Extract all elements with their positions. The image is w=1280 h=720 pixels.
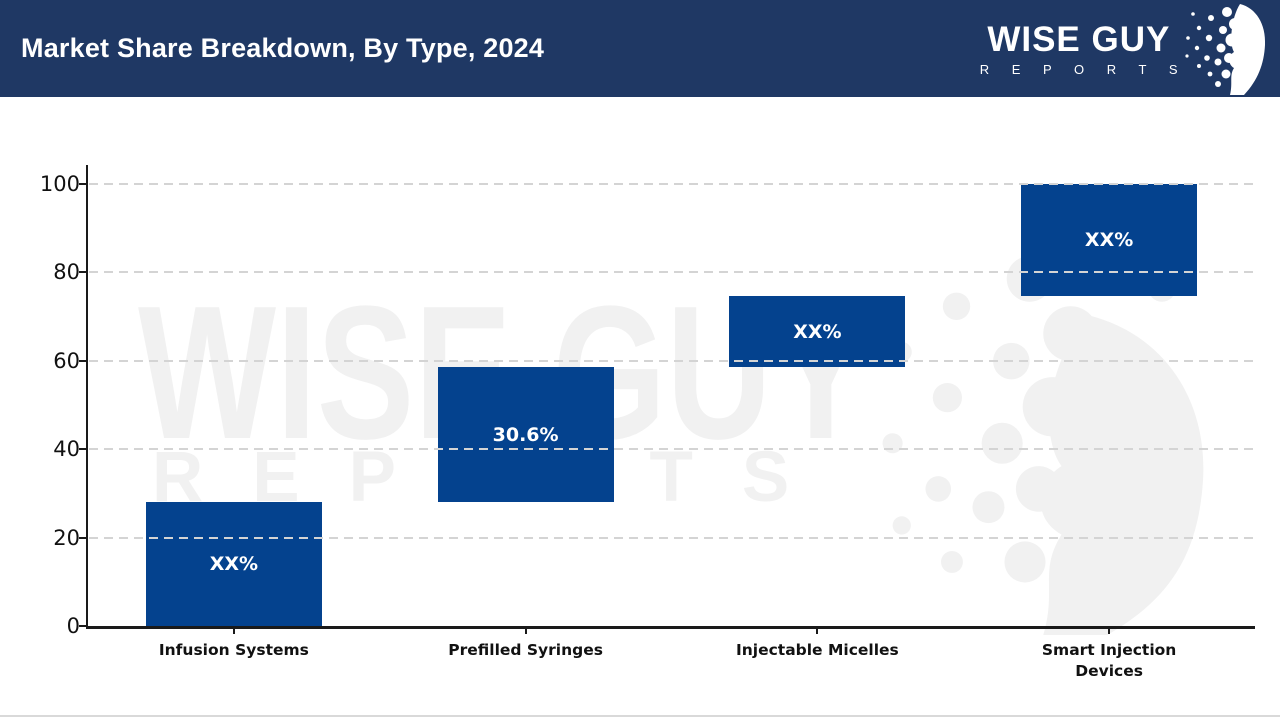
y-tickmark	[79, 625, 88, 627]
bar-value-label: 30.6%	[492, 423, 559, 446]
y-axis-line	[86, 165, 88, 629]
y-tick-label-80: 80	[53, 260, 80, 285]
category-label-smart-injection-devices: Smart Injection Devices	[1041, 641, 1177, 680]
logo-wordmark: WISE GUY	[987, 19, 1171, 59]
y-tickmark	[79, 536, 88, 539]
header-bar: Market Share Breakdown, By Type, 2024 WI…	[0, 0, 1280, 97]
x-axis-line	[86, 626, 1255, 629]
y-tick-label-100: 100	[39, 172, 80, 196]
logo-dotted-head-icon	[1185, 4, 1266, 95]
y-tickmark	[79, 271, 88, 274]
y-tick-label-0: 0	[66, 614, 80, 638]
x-tickmark	[1108, 626, 1111, 634]
gridline-80	[89, 271, 1255, 274]
y-tick-label-40: 40	[53, 437, 80, 462]
gridline-40	[89, 448, 1255, 451]
footer-divider	[0, 715, 1280, 717]
category-label-prefilled-syringes: Prefilled Syringes	[448, 641, 603, 659]
x-tickmark	[232, 626, 235, 634]
logo-text: WISE GUY R E P O R T S	[980, 22, 1178, 76]
y-tickmark	[79, 448, 88, 451]
gridline-60	[89, 359, 1255, 362]
chart-title: Market Share Breakdown, By Type, 2024	[21, 33, 545, 63]
gridline-20	[89, 536, 1255, 539]
y-tickmark	[79, 183, 88, 185]
bar-value-label: XX%	[793, 320, 842, 343]
bar-prefilled-syringes: 30.6%	[437, 367, 614, 503]
wise-guy-reports-logo: WISE GUY R E P O R T S	[980, 0, 1280, 97]
bar-value-label: XX%	[1084, 229, 1134, 252]
category-label-infusion-systems: Infusion Systems	[158, 641, 309, 659]
x-tickmark	[524, 626, 527, 634]
category-label-injectable-micelles: Injectable Micelles	[735, 641, 899, 659]
y-tick-label-60: 60	[53, 348, 80, 373]
bar-infusion-systems: XX%	[145, 502, 322, 626]
bar-smart-injection-devices: XX%	[1021, 184, 1198, 297]
logo-subtitle: R E P O R T S	[979, 61, 1187, 77]
gridline-100	[89, 183, 1255, 185]
bar-injectable-micelles: XX%	[729, 296, 906, 367]
y-tickmark	[79, 359, 88, 362]
x-tickmark	[816, 626, 819, 634]
y-tick-label-20: 20	[53, 525, 80, 550]
bar-value-label: XX%	[209, 553, 259, 576]
